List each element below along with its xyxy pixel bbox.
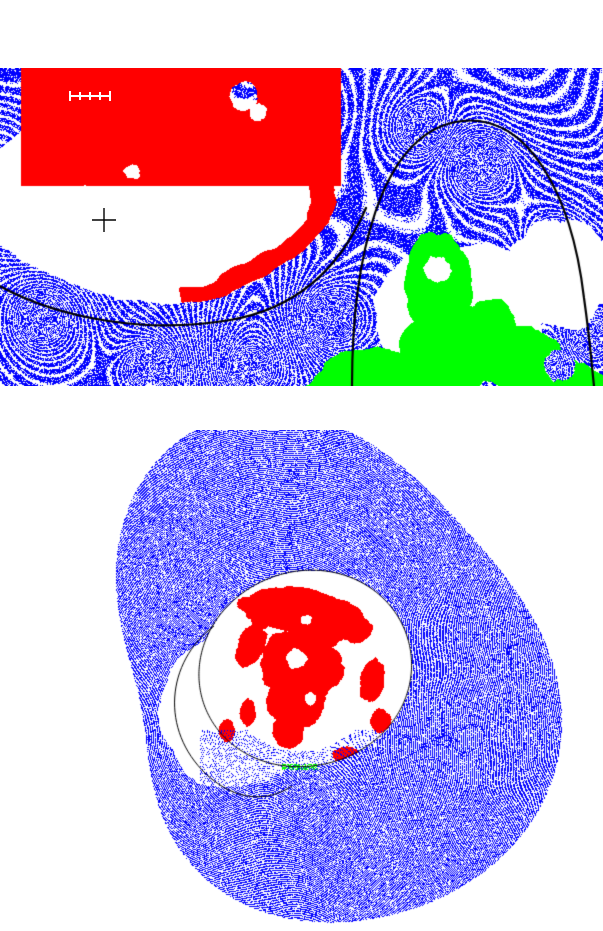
cylindrical-projection-map[interactable] (0, 68, 603, 386)
polar-projection-map[interactable] (0, 430, 603, 925)
bottom-map-canvas[interactable] (0, 430, 603, 925)
top-map-canvas[interactable] (0, 68, 603, 386)
